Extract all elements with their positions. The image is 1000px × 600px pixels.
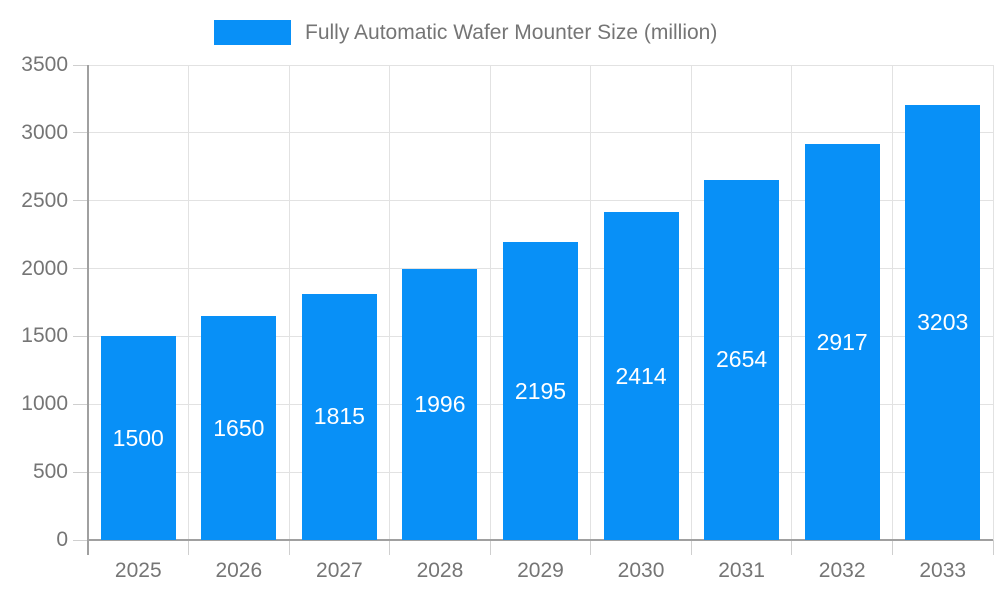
x-gridline: [389, 65, 391, 540]
legend-swatch-icon: [214, 20, 291, 45]
bar[interactable]: 1815: [301, 293, 377, 540]
x-gridline: [188, 65, 190, 540]
y-axis-label: 500: [32, 460, 68, 484]
x-axis-label: 2028: [416, 559, 464, 582]
y-axis-label: 2500: [21, 188, 68, 212]
chart-legend[interactable]: Fully Automatic Wafer Mounter Size (mill…: [214, 20, 717, 45]
y-gridline: [88, 200, 993, 202]
bar-value-label: 2917: [816, 328, 868, 355]
y-axis-line: [87, 65, 89, 555]
bar[interactable]: 1996: [402, 269, 478, 540]
y-gridline: [88, 64, 993, 66]
y-axis-tick: [73, 268, 88, 270]
x-gridline: [891, 65, 893, 540]
bar-value-label: 2654: [716, 346, 768, 373]
x-axis-tick: [590, 540, 592, 555]
bar[interactable]: 1500: [100, 336, 176, 540]
x-axis-tick: [791, 540, 793, 555]
x-axis-label: 2032: [818, 559, 866, 582]
x-axis-tick: [690, 540, 692, 555]
bar-value-label: 1996: [414, 391, 466, 418]
y-axis-label: 3000: [21, 120, 68, 144]
x-gridline: [690, 65, 692, 540]
y-axis-tick: [73, 403, 88, 405]
x-gridline: [288, 65, 290, 540]
x-axis-label: 2025: [114, 559, 162, 582]
y-axis-label: 1500: [21, 324, 68, 348]
x-axis-label: 2030: [617, 559, 665, 582]
y-axis-tick: [73, 200, 88, 202]
bar-value-label: 1815: [313, 403, 365, 430]
legend-label: Fully Automatic Wafer Mounter Size (mill…: [305, 20, 718, 44]
y-axis-tick: [73, 471, 88, 473]
y-axis-tick: [73, 539, 88, 541]
x-axis-line: [88, 539, 993, 541]
x-gridline: [791, 65, 793, 540]
x-axis-label: 2033: [919, 559, 967, 582]
x-axis-tick: [891, 540, 893, 555]
x-axis-tick: [992, 540, 994, 555]
bar[interactable]: 3203: [905, 105, 981, 540]
bar-value-label: 2195: [514, 377, 567, 404]
x-axis-tick: [489, 540, 491, 555]
x-axis-tick: [288, 540, 290, 555]
x-axis-tick: [389, 540, 391, 555]
bar-value-label: 2414: [615, 362, 667, 389]
x-gridline: [992, 65, 994, 540]
y-axis-tick: [73, 335, 88, 337]
y-axis-tick: [73, 132, 88, 134]
y-axis-label: 1000: [21, 392, 68, 416]
bar[interactable]: 2654: [704, 179, 780, 540]
bar-value-label: 3203: [917, 309, 969, 336]
bar-value-label: 1650: [213, 414, 265, 441]
x-axis-label: 2031: [718, 559, 765, 582]
x-axis-label: 2029: [517, 559, 564, 582]
x-gridline: [590, 65, 592, 540]
y-axis-label: 2000: [21, 256, 68, 280]
bar-value-label: 1500: [112, 424, 164, 451]
y-axis-label: 0: [56, 528, 68, 551]
y-axis-label: 3500: [21, 53, 68, 76]
y-gridline: [88, 132, 993, 134]
x-axis-tick: [188, 540, 190, 555]
x-axis-label: 2026: [215, 559, 263, 582]
y-axis-tick: [73, 64, 88, 66]
bar[interactable]: 1650: [201, 316, 277, 540]
bar[interactable]: 2917: [804, 144, 880, 540]
bar[interactable]: 2414: [603, 212, 679, 540]
x-gridline: [489, 65, 491, 540]
x-axis-label: 2027: [316, 559, 363, 582]
bar[interactable]: 2195: [503, 242, 578, 540]
